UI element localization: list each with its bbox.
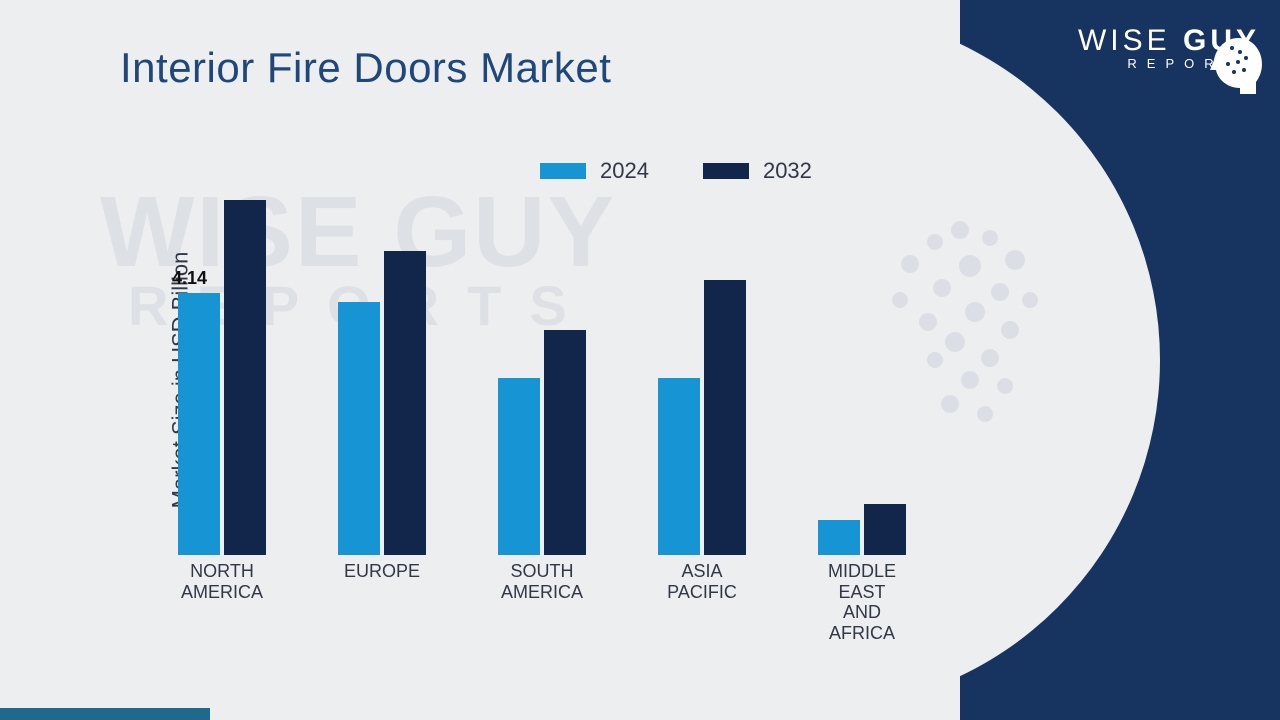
brand-head-icon — [1204, 36, 1266, 100]
x-axis-label: NORTH AMERICA — [142, 555, 302, 602]
x-axis-label: MIDDLE EAST AND AFRICA — [782, 555, 942, 644]
bar-2032 — [864, 504, 906, 555]
bar-2032 — [384, 251, 426, 555]
bar-2024 — [338, 302, 380, 555]
plot-area: 4.14NORTH AMERICA EUROPE SOUTH AMERICA ASIA… — [148, 175, 920, 555]
bar-2024 — [818, 520, 860, 555]
chart-area: Market Size in USD Billion 4.14NORTH AME… — [100, 165, 920, 595]
bar-2024 — [498, 378, 540, 555]
chart-title: Interior Fire Doors Market — [120, 44, 611, 92]
bottom-accent-bar — [0, 708, 210, 720]
bar-2024 — [178, 293, 220, 555]
bar-2032 — [224, 200, 266, 555]
stage: WISE GUY REPORTS Interior Fire Doors Mar… — [0, 0, 1280, 720]
x-axis-label: SOUTH AMERICA — [462, 555, 622, 602]
bar-group: MIDDLE EAST AND AFRICA — [818, 175, 906, 555]
bar-value-label: 4.14 — [172, 268, 207, 289]
bar-2032 — [704, 280, 746, 556]
brand-line1a: WISE — [1078, 24, 1171, 57]
x-axis-label: EUROPE — [302, 555, 462, 582]
bar-2024 — [658, 378, 700, 555]
bar-group: SOUTH AMERICA — [498, 175, 586, 555]
brand-logo: WISE GUY REPORTS — [1078, 24, 1260, 71]
x-axis-label: ASIA PACIFIC — [622, 555, 782, 602]
bar-group: EUROPE — [338, 175, 426, 555]
bar-group: ASIA PACIFIC — [658, 175, 746, 555]
bar-2032 — [544, 330, 586, 555]
bar-group: 4.14NORTH AMERICA — [178, 175, 266, 555]
